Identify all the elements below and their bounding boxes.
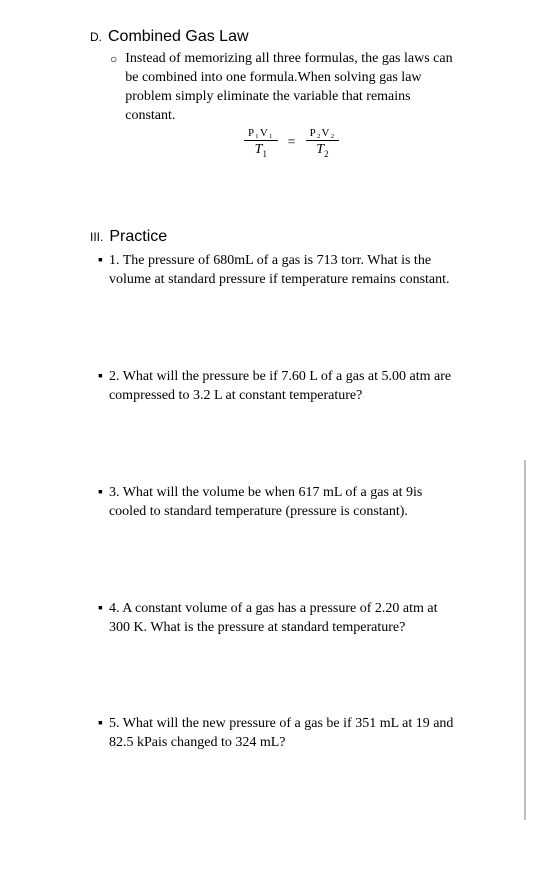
bullet-icon: ▪ [98,252,103,290]
problem-text: 1. The pressure of 680mL of a gas is 713… [109,252,458,290]
section-letter: D. [90,30,102,44]
sublist-text: Instead of memorizing all three formulas… [125,51,452,123]
formula-left-denominator: T1 [255,141,267,159]
bullet-icon: ▪ [98,715,103,753]
problem-text: 4. A constant volume of a gas has a pres… [109,600,458,638]
formula-left-numerator: P₁V₁ [244,128,278,141]
formula-right-numerator: P₂V₂ [306,128,340,141]
formula: P₁V₁ T1 = P₂V₂ T2 [125,128,458,159]
problem-text: 2. What will the pressure be if 7.60 L o… [109,368,458,406]
formula-right-fraction: P₂V₂ T2 [306,128,340,159]
formula-equals: = [288,134,296,153]
problem-3: ▪ 3. What will the volume be when 617 mL… [90,484,458,522]
bullet-icon: ▪ [98,484,103,522]
section-roman: III. [90,230,103,244]
problem-5: ▪ 5. What will the new pressure of a gas… [90,715,458,753]
formula-left-fraction: P₁V₁ T1 [244,128,278,159]
section-d-sublist: ○ Instead of memorizing all three formul… [110,50,458,158]
problem-4: ▪ 4. A constant volume of a gas has a pr… [90,600,458,638]
sublist-content: Instead of memorizing all three formulas… [125,50,458,158]
formula-right-denominator: T2 [316,141,328,159]
formula-row: P₁V₁ T1 = P₂V₂ T2 [125,128,458,159]
scrollbar-indicator[interactable] [524,460,526,820]
bullet-icon: ○ [110,50,117,158]
sublist-item: ○ Instead of memorizing all three formul… [110,50,458,158]
practice-title: Practice [109,228,167,246]
problem-2: ▪ 2. What will the pressure be if 7.60 L… [90,368,458,406]
problem-1: ▪ 1. The pressure of 680mL of a gas is 7… [90,252,458,290]
section-practice: III. Practice ▪ 1. The pressure of 680mL… [90,228,458,753]
section-iii-header: III. Practice [90,228,458,246]
bullet-icon: ▪ [98,368,103,406]
section-combined-gas-law: D. Combined Gas Law ○ Instead of memoriz… [90,28,458,158]
problem-text: 3. What will the volume be when 617 mL o… [109,484,458,522]
section-d-header: D. Combined Gas Law [90,28,458,46]
problem-text: 5. What will the new pressure of a gas b… [109,715,458,753]
section-title: Combined Gas Law [108,28,249,46]
bullet-icon: ▪ [98,600,103,638]
